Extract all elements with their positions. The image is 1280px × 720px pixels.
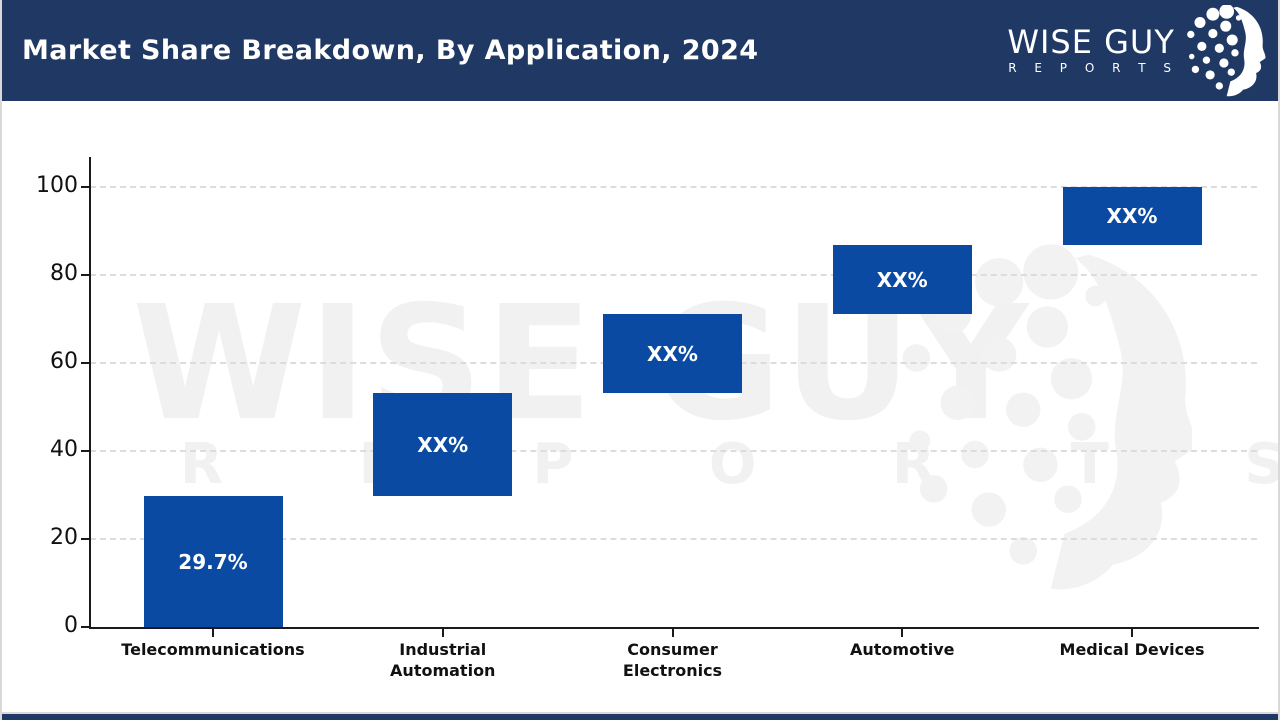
y-tick-mark — [81, 186, 89, 188]
x-category-label: Industrial Automation — [390, 640, 496, 680]
logo-subtitle: R E P O R T S — [1008, 61, 1178, 75]
logo-wordmark: WISE GUY — [1007, 23, 1175, 61]
y-tick-mark — [81, 450, 89, 452]
footer-divider — [2, 712, 1278, 714]
x-tick-mark — [671, 629, 674, 637]
bar-value-label: XX% — [417, 432, 469, 457]
y-tick-mark — [81, 274, 89, 276]
x-tick-mark — [1131, 629, 1133, 637]
y-tick-label: 100 — [36, 173, 78, 198]
x-tick-mark — [441, 629, 444, 637]
y-tick-mark — [81, 538, 89, 540]
logo-head-icon — [1187, 4, 1266, 96]
footer-bar — [2, 714, 1278, 720]
y-axis-line — [89, 157, 91, 629]
bar-value-label: XX% — [647, 341, 698, 366]
y-tick-mark — [81, 626, 89, 628]
y-tick-label: 40 — [50, 437, 78, 462]
logo-text: WISE GUY R E P O R T S — [1004, 26, 1178, 75]
x-category-label: Consumer Electronics — [622, 640, 723, 680]
x-tick-mark — [901, 629, 904, 637]
y-tick-label: 20 — [50, 525, 78, 550]
bar-segment: XX% — [373, 392, 513, 497]
gridline — [90, 274, 1257, 276]
bar-value-label: XX% — [1106, 204, 1158, 229]
bar-value-label: 29.7% — [178, 549, 248, 574]
x-category-label: Telecommunications — [121, 640, 305, 659]
x-tick-mark — [212, 629, 214, 637]
bar-segment: 29.7% — [143, 496, 283, 627]
y-tick-label: 0 — [64, 613, 78, 638]
bar-segment: XX% — [603, 314, 742, 393]
y-tick-label: 80 — [50, 261, 78, 286]
bar-segment: XX% — [832, 245, 972, 315]
bar-segment: XX% — [1062, 187, 1202, 246]
x-category-label: Medical Devices — [1059, 640, 1205, 659]
x-category-label: Automotive — [850, 640, 955, 659]
chart-title: Market Share Breakdown, By Application, … — [22, 35, 759, 66]
x-axis-line — [89, 627, 1259, 629]
header-bar: Market Share Breakdown, By Application, … — [2, 0, 1278, 101]
bar-value-label: XX% — [876, 267, 928, 292]
gridline — [90, 186, 1257, 188]
gridline — [90, 538, 1257, 540]
y-tick-mark — [81, 362, 89, 364]
watermark-subtitle: R E P O R T S — [180, 432, 1280, 497]
gridline — [90, 450, 1257, 452]
y-tick-label: 60 — [50, 349, 78, 374]
wise-guy-logo: WISE GUY R E P O R T S — [1004, 4, 1266, 97]
